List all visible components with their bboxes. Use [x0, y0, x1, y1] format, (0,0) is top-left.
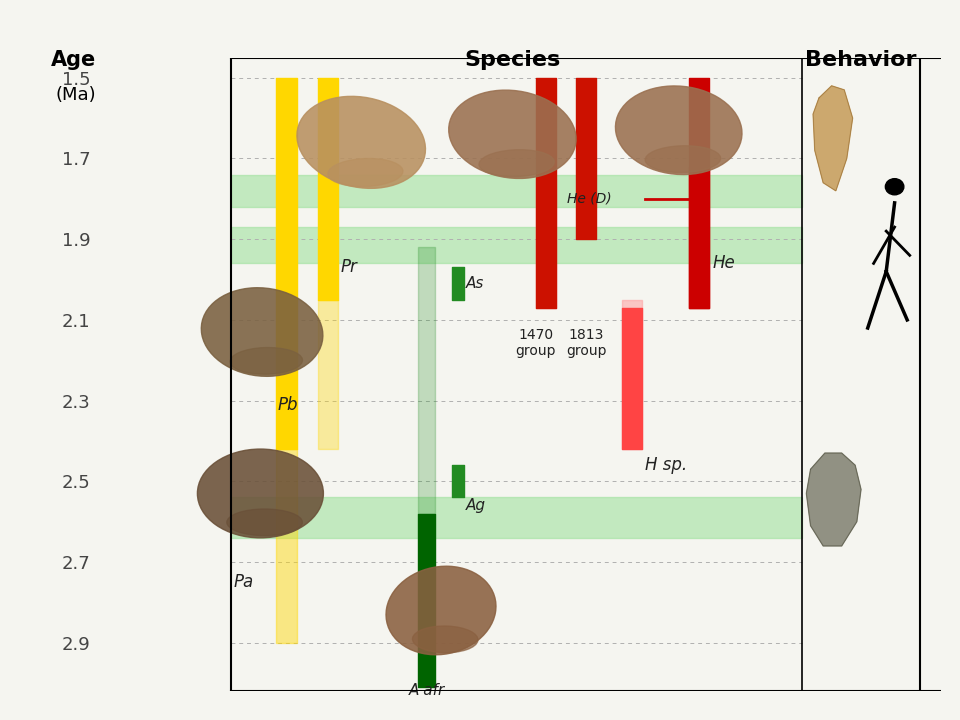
Text: He: He	[712, 254, 735, 272]
Ellipse shape	[885, 179, 903, 195]
Text: Pb: Pb	[277, 396, 298, 414]
Ellipse shape	[413, 626, 478, 652]
Text: Pr: Pr	[340, 258, 357, 276]
Text: H sp.: H sp.	[645, 456, 687, 474]
Bar	[231, 227, 803, 264]
Ellipse shape	[615, 86, 742, 174]
Ellipse shape	[202, 288, 323, 377]
Ellipse shape	[386, 566, 496, 654]
Ellipse shape	[227, 509, 302, 536]
Polygon shape	[813, 86, 852, 191]
Text: Pa: Pa	[233, 573, 253, 591]
Ellipse shape	[479, 150, 554, 176]
Ellipse shape	[198, 449, 324, 538]
Text: 1813
group: 1813 group	[566, 328, 607, 358]
Text: Behavior: Behavior	[805, 50, 917, 70]
Text: Age: Age	[51, 50, 97, 70]
Bar	[231, 175, 803, 207]
Text: 1470
group: 1470 group	[516, 328, 556, 358]
Ellipse shape	[327, 158, 403, 186]
Polygon shape	[806, 453, 861, 546]
Text: A afr: A afr	[409, 683, 445, 698]
Bar	[231, 498, 803, 538]
Ellipse shape	[297, 96, 425, 189]
Ellipse shape	[448, 90, 576, 179]
Text: He (D): He (D)	[567, 192, 612, 206]
Text: Ag: Ag	[467, 498, 486, 513]
Text: As: As	[467, 276, 485, 291]
Ellipse shape	[645, 145, 721, 173]
Text: (Ma): (Ma)	[56, 86, 97, 104]
Ellipse shape	[230, 348, 302, 374]
Text: Species: Species	[465, 50, 561, 70]
